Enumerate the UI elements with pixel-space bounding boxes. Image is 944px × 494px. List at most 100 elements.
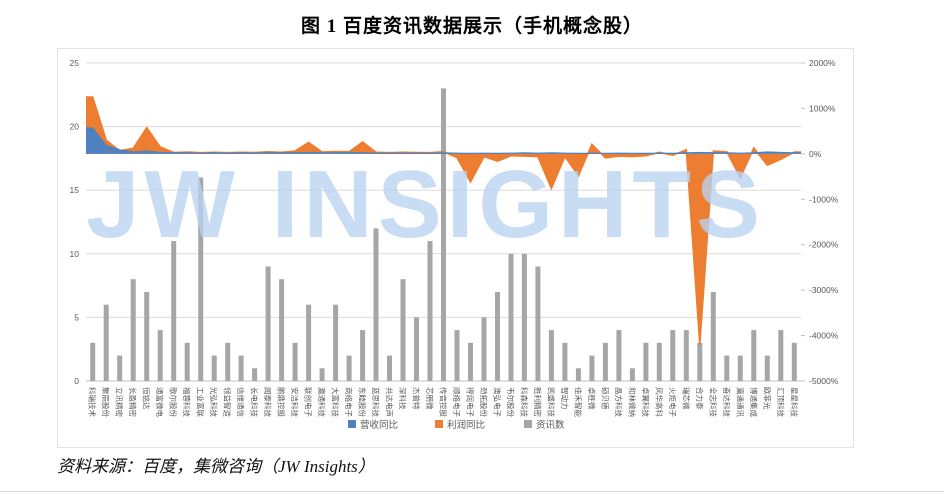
svg-text:科森科技: 科森科技 [519,387,529,417]
bar [333,304,339,381]
svg-text:合力泰: 合力泰 [695,387,705,410]
bar [737,355,743,381]
svg-text:瑞芯微: 瑞芯微 [681,387,691,410]
bar [279,279,285,381]
legend-swatch [524,420,532,428]
svg-text:领益智造: 领益智造 [223,387,233,417]
svg-text:汇顶科技: 汇顶科技 [776,387,786,417]
bar [778,330,784,381]
svg-text:深科技: 深科技 [398,387,408,410]
svg-text:博通集成: 博通集成 [749,387,759,417]
svg-text:硕贝德: 硕贝德 [600,387,610,410]
bar [764,355,770,381]
svg-text:火炬电子: 火炬电子 [668,387,678,417]
svg-text:0%: 0% [809,149,822,159]
svg-text:瀛通通讯: 瀛通通讯 [735,387,745,417]
bar [643,342,649,381]
bar [629,368,635,381]
svg-text:-4000%: -4000% [809,331,839,341]
svg-text:0: 0 [74,376,79,386]
bar [360,330,366,381]
bar [602,342,608,381]
bar [225,342,231,381]
svg-text:佳禾智能: 佳禾智能 [573,387,583,417]
legend: 营收同比 利润同比 资讯数 [348,419,565,431]
svg-text:卓胜微: 卓胜微 [587,387,597,410]
svg-text:奋达科技: 奋达科技 [722,387,732,417]
svg-text:东睦股份: 东睦股份 [358,387,368,417]
bar [468,342,473,381]
svg-text:卓翼科技: 卓翼科技 [641,387,651,417]
bar [481,317,487,381]
svg-text:风华高科: 风华高科 [654,387,664,417]
bar [697,342,703,381]
svg-text:25: 25 [70,58,80,68]
bar [670,330,676,381]
bar [656,342,662,381]
svg-text:1000%: 1000% [809,103,836,113]
svg-text:信维通信: 信维通信 [236,387,246,417]
bar [427,241,433,381]
svg-text:闻泰科技: 闻泰科技 [263,387,273,417]
svg-text:共达电声: 共达电声 [385,387,395,417]
legend-label: 营收同比 [360,419,398,431]
svg-text:立讯精密: 立讯精密 [115,387,125,417]
svg-text:2000%: 2000% [809,58,836,68]
bar [616,330,622,381]
svg-text:20: 20 [70,122,80,132]
bar [130,279,136,381]
svg-text:智动力: 智动力 [560,387,570,410]
bar [414,317,419,381]
svg-text:杰普特: 杰普特 [412,387,422,410]
bar [400,279,406,381]
bar [751,330,757,381]
revenue-yoy-area [86,127,801,155]
svg-text:-2000%: -2000% [809,240,839,250]
bar [252,368,258,381]
svg-text:鹏鼎控股: 鹏鼎控股 [277,387,287,417]
svg-text:得润电子: 得润电子 [466,387,476,417]
svg-text:工业富联: 工业富联 [196,387,206,417]
svg-text:聚辰股份: 聚辰股份 [101,387,111,417]
svg-text:商络电子: 商络电子 [344,387,354,417]
svg-text:安洁科技: 安洁科技 [290,387,300,417]
bar [441,88,446,382]
bar [548,330,554,381]
bar [171,241,177,381]
x-axis-labels: 科瑞技术 聚辰股份 立讯精密 长盈精密 恒铭达 通富微电 歌尔股份 福蓉科技 工业富联 光弘科技领… [88,387,800,417]
svg-text:长盈精密: 长盈精密 [128,387,138,417]
bar [575,368,581,381]
svg-text:韦尔股份: 韦尔股份 [506,387,516,417]
svg-text:联创电子: 联创电子 [304,387,314,417]
svg-text:-5000%: -5000% [809,376,839,386]
svg-text:10: 10 [70,249,80,259]
bar [562,342,568,381]
svg-text:恒铭达: 恒铭达 [142,387,152,410]
svg-text:福蓉科技: 福蓉科技 [182,387,192,417]
bar [319,368,325,381]
svg-text:和林微纳: 和林微纳 [627,387,637,417]
svg-text:传音控股: 传音控股 [439,387,449,417]
bar [683,330,689,381]
bar [184,342,190,381]
svg-text:晶方科技: 晶方科技 [614,387,624,417]
bar [791,342,797,381]
svg-text:凯盛科技: 凯盛科技 [546,387,556,417]
bar [211,355,217,381]
bar [589,355,595,381]
svg-text:长电科技: 长电科技 [250,387,260,417]
bar [292,342,298,381]
bar [710,292,716,381]
right-axis-labels: 2000% 1000% 0% -1000% -2000% -3000% -4000% -500… [801,58,839,386]
bar [306,304,312,381]
bar [144,292,150,381]
svg-text:劲拓股份: 劲拓股份 [479,387,489,417]
bar [157,330,163,381]
bar [198,177,204,381]
svg-text:星星科技: 星星科技 [789,387,799,417]
source-note: 资料来源：百度，集微咨询（JW Insights） [57,457,375,476]
bar [103,304,109,381]
svg-text:-1000%: -1000% [809,194,839,204]
bottom-divider [0,491,944,492]
